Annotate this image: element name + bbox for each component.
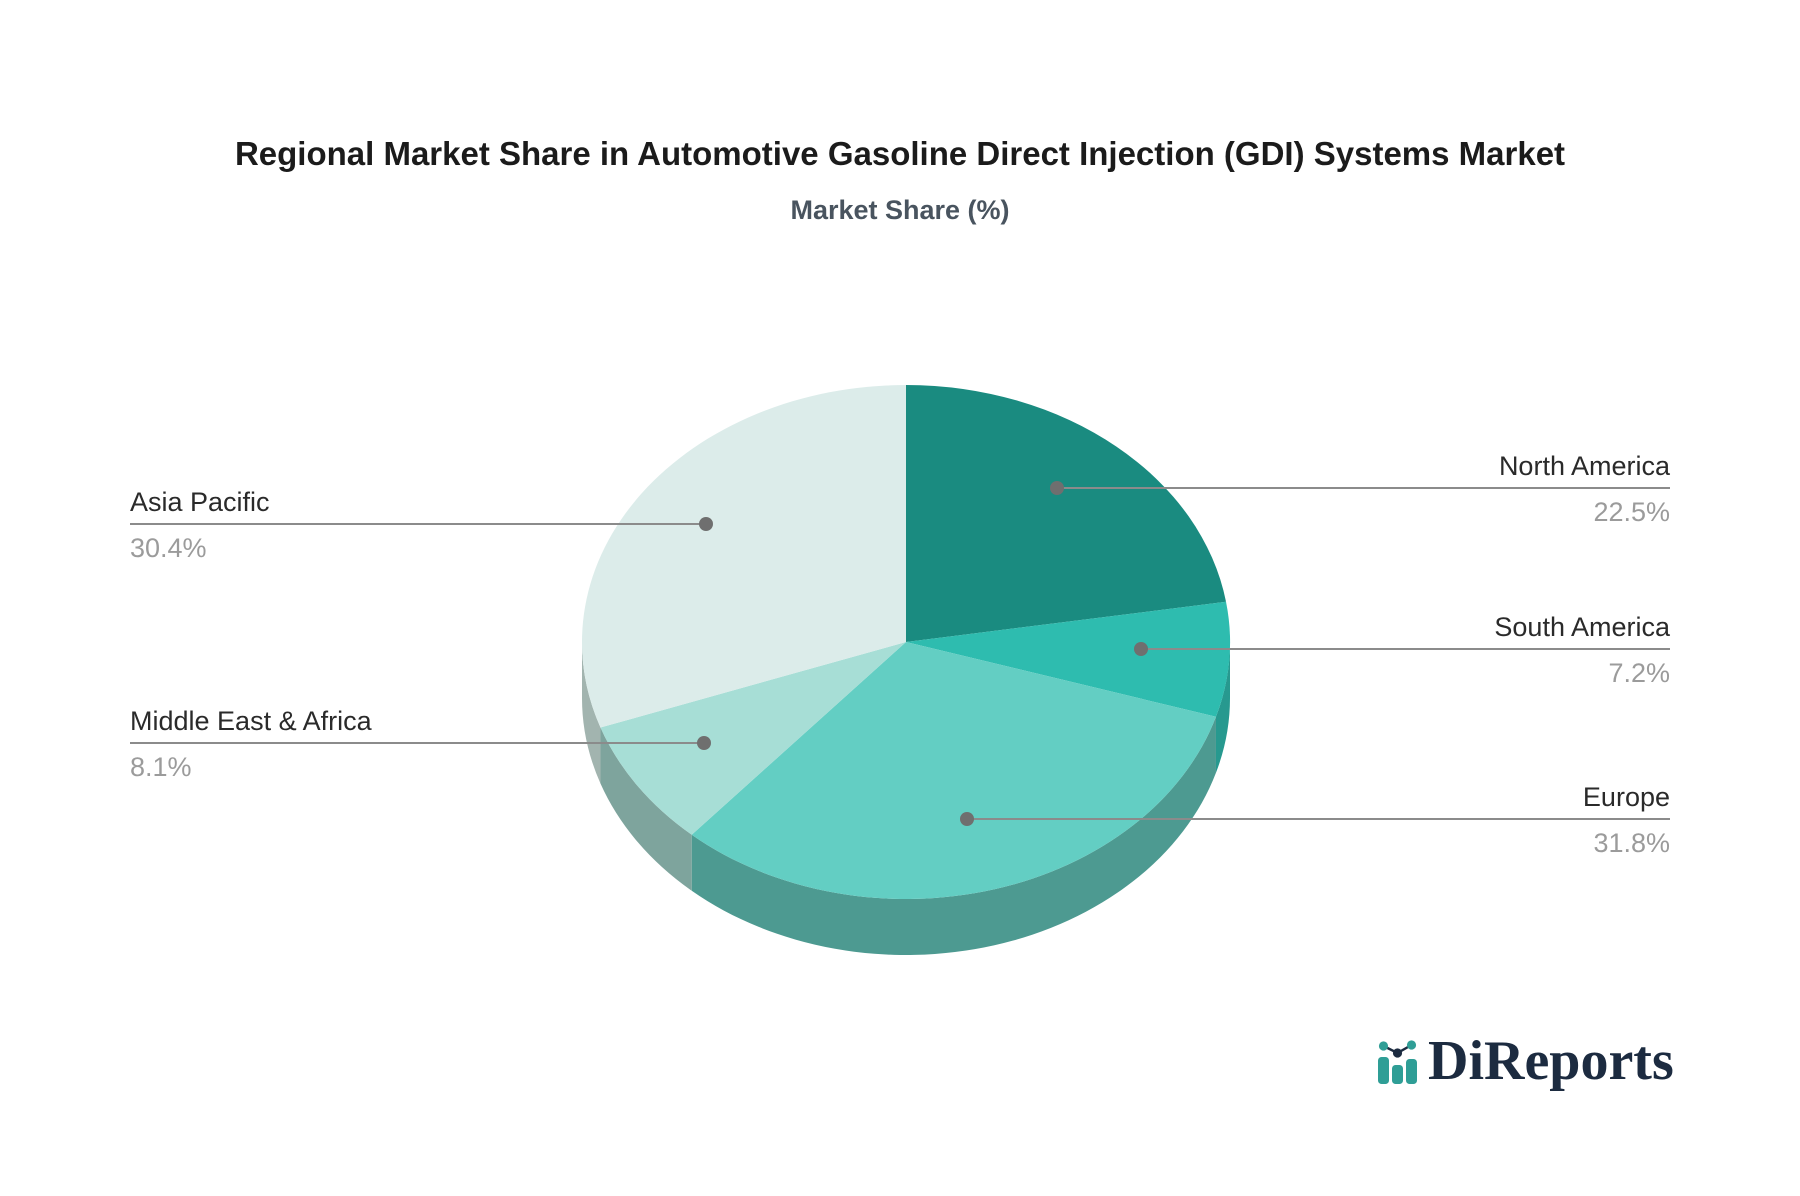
pie-slice <box>906 385 1227 642</box>
pie-slice-side <box>691 716 1216 956</box>
leader-line <box>130 742 704 744</box>
pie-slice <box>600 642 906 835</box>
slice-label: Europe <box>1582 782 1670 812</box>
slice-label: South America <box>1494 612 1670 642</box>
chart-subtitle: Market Share (%) <box>790 195 1010 225</box>
leader-dot <box>960 812 974 826</box>
leader-line <box>1057 487 1670 489</box>
leader-line <box>967 818 1670 820</box>
slice-label: Middle East & Africa <box>130 706 372 736</box>
slice-label: North America <box>1498 451 1670 481</box>
pie-slice-side <box>582 642 601 784</box>
pie-slice <box>691 642 1216 900</box>
leader-dot <box>699 517 713 531</box>
leader-dot <box>1050 481 1064 495</box>
leader-line <box>130 523 706 525</box>
leader-dot <box>697 736 711 750</box>
chart-title: Regional Market Share in Automotive Gaso… <box>234 135 1566 172</box>
pie-slice-side <box>1215 642 1230 773</box>
slice-label: Asia Pacific <box>130 487 270 517</box>
pie-slice <box>906 601 1230 717</box>
logo-text: DiReports <box>1428 1030 1674 1092</box>
bar-line-chart-icon <box>1378 1040 1417 1084</box>
leader-dot <box>1134 642 1148 656</box>
slice-value: 31.8% <box>1593 828 1670 858</box>
pie-slice <box>582 385 906 728</box>
slice-value: 30.4% <box>130 533 207 563</box>
slice-value: 8.1% <box>130 752 192 782</box>
pie-slice-side <box>600 727 692 891</box>
leader-line <box>1141 648 1670 650</box>
slice-value: 7.2% <box>1608 658 1670 688</box>
logo: DiReports <box>1374 1032 1674 1090</box>
slice-value: 22.5% <box>1593 497 1670 527</box>
